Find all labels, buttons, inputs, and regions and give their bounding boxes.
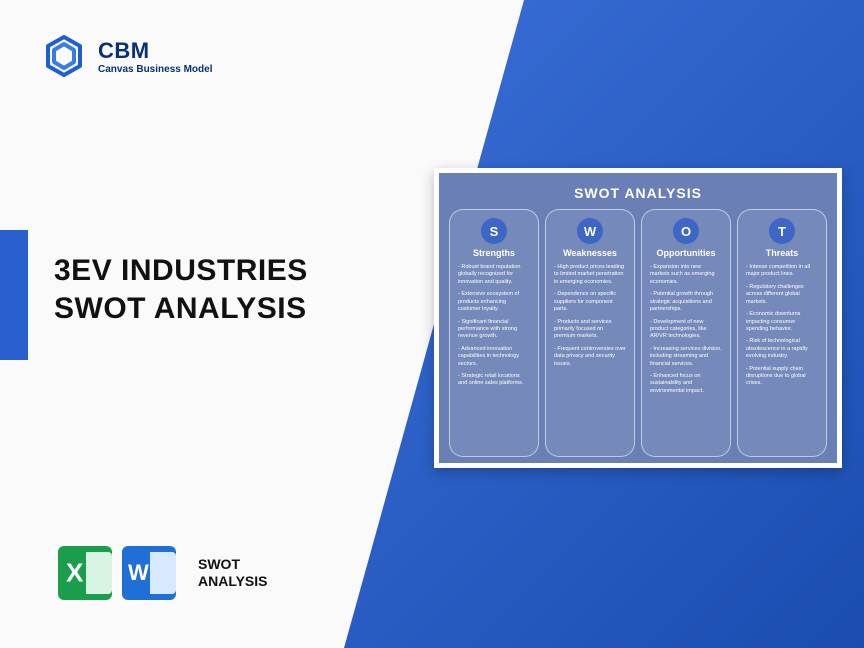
swot-column-threats: T Threats Intense competition in all major… bbox=[737, 209, 827, 457]
footer-label: SWOT ANALYSIS bbox=[198, 556, 268, 590]
swot-item: Robust brand reputation globally recogni… bbox=[458, 264, 530, 286]
swot-column-opportunities: O Opportunities Expansion into new markets… bbox=[641, 209, 731, 457]
swot-card-title: SWOT ANALYSIS bbox=[449, 185, 827, 201]
footer-block: X W SWOT ANALYSIS bbox=[58, 546, 268, 600]
swot-items: Intense competition in all major product… bbox=[744, 264, 820, 393]
title-line-2: SWOT ANALYSIS bbox=[54, 290, 308, 328]
swot-item: Potential growth through strategic acqui… bbox=[650, 291, 722, 313]
header-logo-block: CBM Canvas Business Model bbox=[42, 34, 212, 78]
accent-bar bbox=[0, 230, 28, 360]
swot-item: Potential supply chain disruptions due t… bbox=[746, 366, 818, 388]
swot-item: Intense competition in all major product… bbox=[746, 264, 818, 279]
swot-badge: O bbox=[673, 218, 699, 244]
excel-icon: X bbox=[58, 546, 112, 600]
swot-item: Enhanced focus on sustainability and env… bbox=[650, 373, 722, 395]
swot-item: Extensive ecosystem of products enhancin… bbox=[458, 291, 530, 313]
footer-label-line-2: ANALYSIS bbox=[198, 573, 268, 590]
word-icon: W bbox=[122, 546, 176, 600]
swot-item: Strategic retail locations and online sa… bbox=[458, 373, 530, 388]
swot-item: Risk of technological obsolescence in a … bbox=[746, 338, 818, 360]
swot-items: High product prices leading to limited m… bbox=[552, 264, 628, 373]
swot-item: Dependence on specific suppliers for com… bbox=[554, 291, 626, 313]
swot-column-weaknesses: W Weaknesses High product prices leading t… bbox=[545, 209, 635, 457]
swot-badge: W bbox=[577, 218, 603, 244]
swot-items: Expansion into new markets such as emerg… bbox=[648, 264, 724, 400]
swot-item: Significant financial performance with s… bbox=[458, 319, 530, 341]
swot-column-heading: Opportunities bbox=[657, 248, 716, 258]
swot-column-heading: Weaknesses bbox=[563, 248, 617, 258]
swot-column-heading: Threats bbox=[766, 248, 799, 258]
swot-item: Regulatory challenges across different g… bbox=[746, 284, 818, 306]
swot-item: Expansion into new markets such as emerg… bbox=[650, 264, 722, 286]
title-line-1: 3EV INDUSTRIES bbox=[54, 252, 308, 290]
page-title: 3EV INDUSTRIES SWOT ANALYSIS bbox=[54, 252, 308, 327]
swot-item: Products and services primarily focused … bbox=[554, 319, 626, 341]
swot-item: Advanced innovation capabilities in tech… bbox=[458, 346, 530, 368]
swot-column-strengths: S Strengths Robust brand reputation global… bbox=[449, 209, 539, 457]
swot-item: Economic downturns impacting consumer sp… bbox=[746, 311, 818, 333]
swot-item: High product prices leading to limited m… bbox=[554, 264, 626, 286]
swot-badge: S bbox=[481, 218, 507, 244]
brand-name: CBM bbox=[98, 38, 212, 64]
swot-items: Robust brand reputation globally recogni… bbox=[456, 264, 532, 393]
brand-text: CBM Canvas Business Model bbox=[98, 38, 212, 75]
swot-item: Frequent controversies over data privacy… bbox=[554, 346, 626, 368]
swot-columns: S Strengths Robust brand reputation global… bbox=[449, 209, 827, 457]
swot-item: Development of new product categories, l… bbox=[650, 319, 722, 341]
cbm-logo-icon bbox=[42, 34, 86, 78]
swot-item: Increasing services division, including … bbox=[650, 346, 722, 368]
swot-card: SWOT ANALYSIS S Strengths Robust brand rep… bbox=[434, 168, 842, 468]
brand-tagline: Canvas Business Model bbox=[98, 64, 212, 75]
slide-stage: CBM Canvas Business Model 3EV INDUSTRIES… bbox=[0, 0, 864, 648]
swot-badge: T bbox=[769, 218, 795, 244]
swot-column-heading: Strengths bbox=[473, 248, 515, 258]
footer-label-line-1: SWOT bbox=[198, 556, 268, 573]
